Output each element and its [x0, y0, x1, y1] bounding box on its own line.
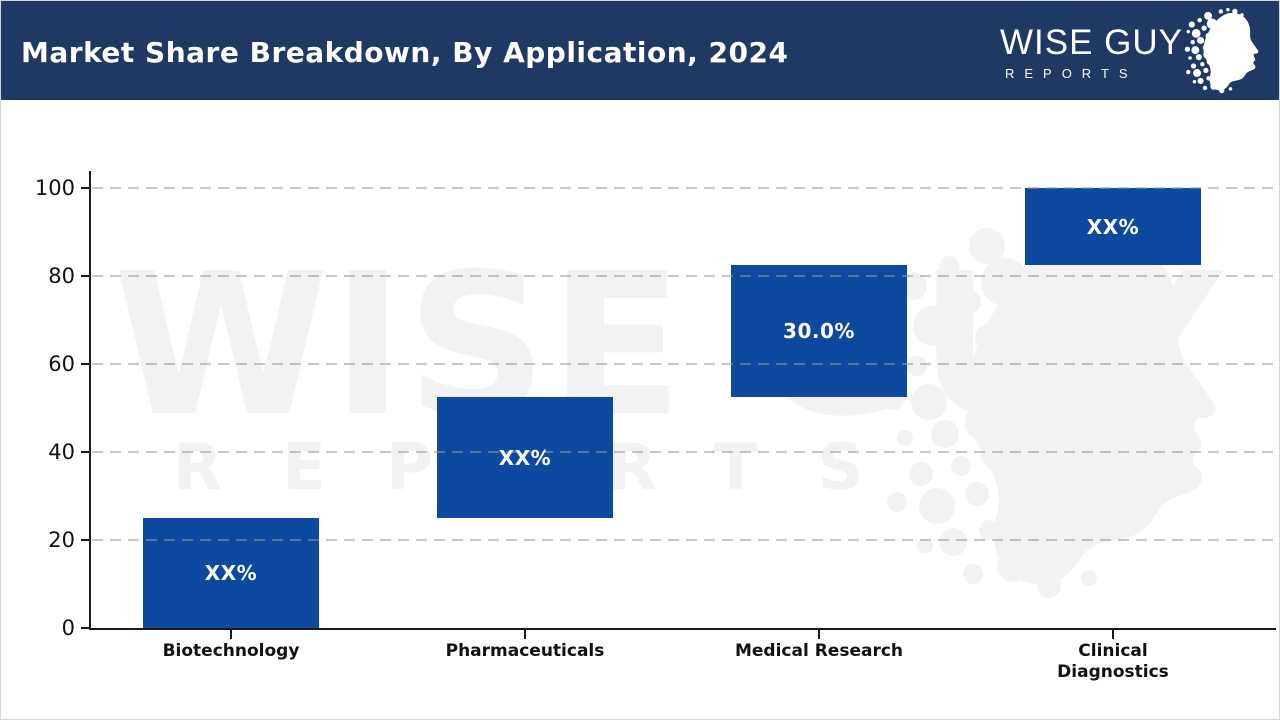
chart-title: Market Share Breakdown, By Application, …: [21, 36, 789, 69]
gridline-40: [92, 451, 1275, 453]
x-category-label-clinical-diagnostics: Clinical Diagnostics: [1057, 641, 1169, 682]
x-category-label-biotechnology: Biotechnology: [162, 641, 300, 661]
x-tick-mark-clinical-diagnostics: [1112, 630, 1114, 639]
gridline-20: [92, 539, 1275, 541]
bar-biotechnology: [143, 518, 319, 628]
y-tick-mark-40: [81, 451, 89, 453]
logo-wordmark: WISE GUY: [999, 23, 1183, 62]
x-axis-line: [89, 628, 1276, 630]
bar-pharmaceuticals: [437, 397, 613, 518]
y-axis-line: [89, 171, 91, 630]
x-tick-mark-pharmaceuticals: [524, 630, 526, 639]
x-category-label-pharmaceuticals: Pharmaceuticals: [445, 641, 605, 661]
watermark-face-icon: [873, 206, 1273, 606]
x-tick-mark-medical-research: [818, 630, 820, 639]
x-tick-mark-biotechnology: [230, 630, 232, 639]
y-tick-label-80: 80: [48, 264, 75, 288]
y-tick-label-20: 20: [48, 528, 75, 552]
y-tick-label-100: 100: [34, 176, 75, 200]
gridline-60: [92, 363, 1275, 365]
y-tick-label-0: 0: [61, 616, 75, 640]
y-tick-mark-80: [81, 275, 89, 277]
header-bar: Market Share Breakdown, By Application, …: [1, 1, 1279, 100]
bar-medical-research: [731, 265, 907, 397]
x-category-label-medical-research: Medical Research: [734, 641, 904, 661]
logo-text: WISE GUY REPORTS: [1000, 23, 1183, 81]
wise-guy-logo: WISE GUY REPORTS: [1000, 5, 1271, 97]
gridline-80: [92, 275, 1275, 277]
y-tick-mark-20: [81, 539, 89, 541]
y-tick-mark-0: [81, 627, 89, 629]
gridline-100: [92, 187, 1275, 189]
y-tick-label-60: 60: [48, 352, 75, 376]
y-tick-mark-100: [81, 187, 89, 189]
y-tick-label-40: 40: [48, 440, 75, 464]
y-tick-mark-60: [81, 363, 89, 365]
logo-face-icon: [1183, 7, 1271, 95]
logo-tagline: REPORTS: [1004, 66, 1138, 81]
bar-clinical-diagnostics: [1025, 188, 1201, 265]
